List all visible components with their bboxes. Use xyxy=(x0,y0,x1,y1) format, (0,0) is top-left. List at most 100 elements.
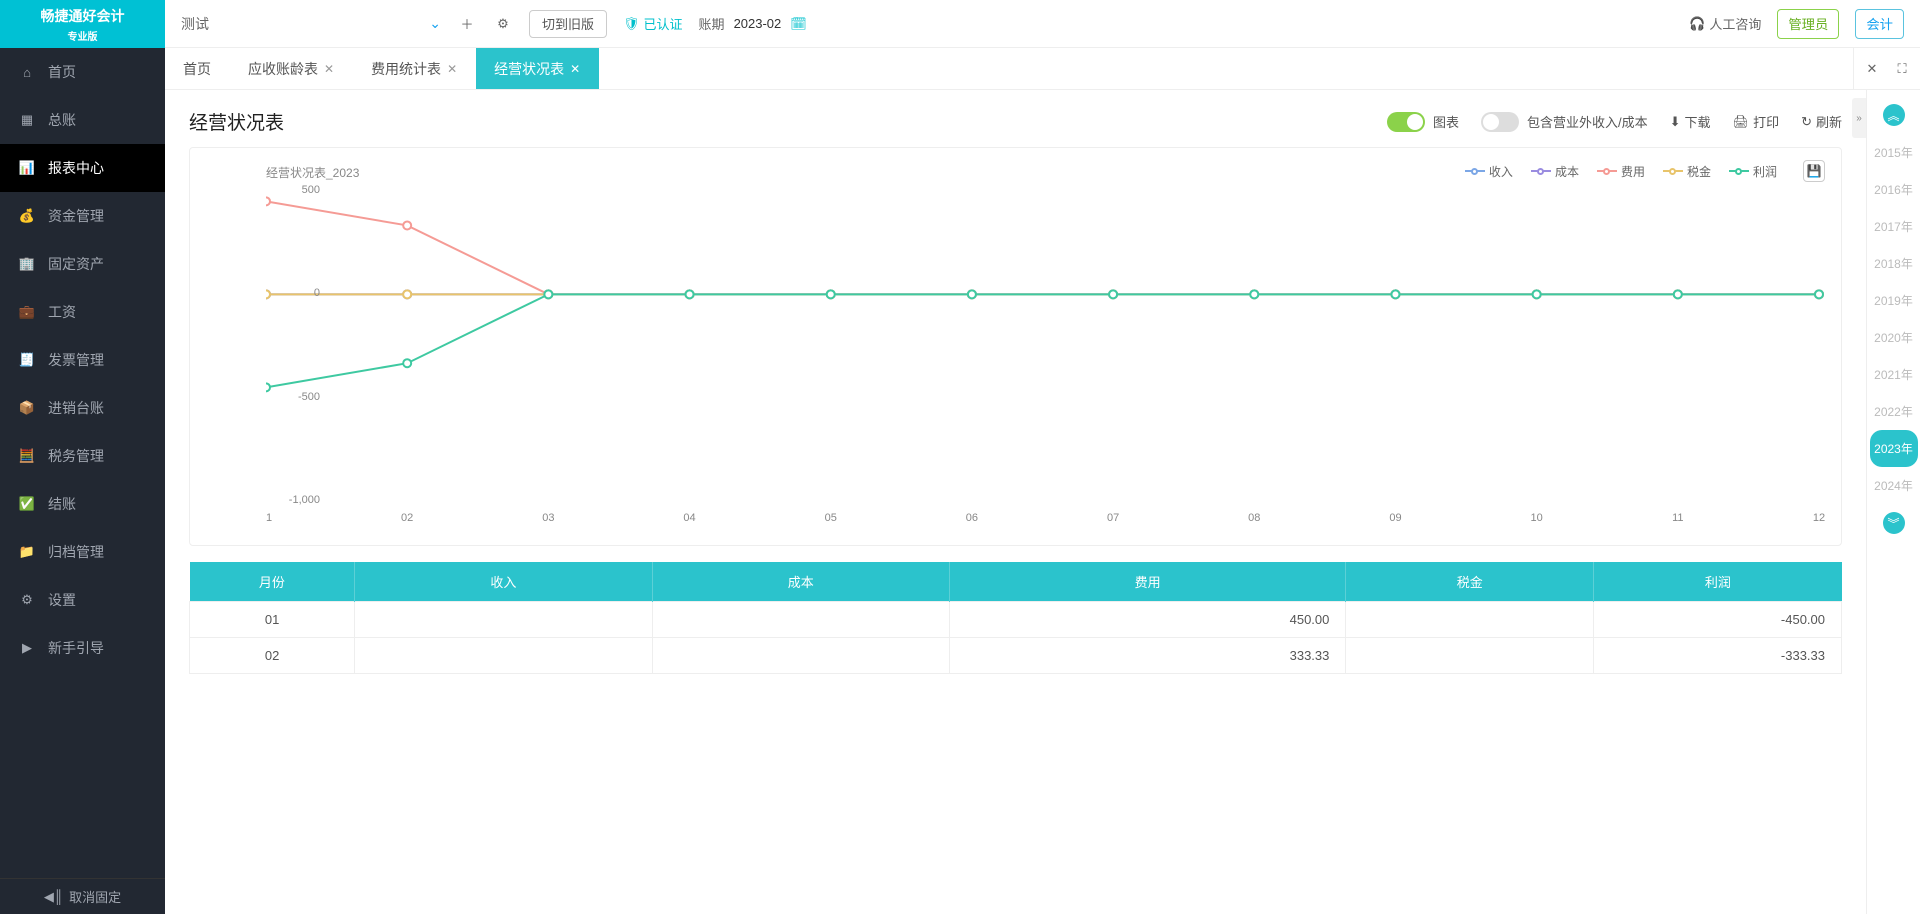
svg-text:06: 06 xyxy=(966,512,978,524)
rail-up-icon[interactable]: ︽ xyxy=(1883,104,1905,126)
logo: 畅捷通好会计 专业版 xyxy=(0,0,165,48)
tab-label: 费用统计表 xyxy=(371,59,441,79)
consult-link[interactable]: 🎧 人工咨询 xyxy=(1689,14,1761,33)
year-item[interactable]: 2016年 xyxy=(1870,171,1918,208)
table-cell: 02 xyxy=(190,638,355,674)
year-item[interactable]: 2015年 xyxy=(1870,134,1918,171)
fullscreen-icon[interactable]: ⛶ xyxy=(1892,59,1912,79)
report-header: 经营状况表 图表 包含营业外收入/成本 ⬇ 下载 xyxy=(189,108,1842,135)
logo-subtitle: 专业版 xyxy=(68,28,98,43)
toggle-chart[interactable] xyxy=(1387,112,1425,132)
legend-item[interactable]: 利润 xyxy=(1729,163,1777,180)
tab[interactable]: 经营状况表✕ xyxy=(476,48,599,89)
svg-text:10: 10 xyxy=(1531,512,1543,524)
year-item[interactable]: 2021年 xyxy=(1870,356,1918,393)
switch-version-button[interactable]: 切到旧版 xyxy=(529,10,607,38)
year-rail: ︽ 2015年2016年2017年2018年2019年2020年2021年202… xyxy=(1866,90,1920,914)
sidebar-item-label: 总账 xyxy=(48,110,76,130)
sidebar-item-archive[interactable]: 📁 归档管理 xyxy=(0,528,165,576)
close-icon[interactable]: ✕ xyxy=(570,62,580,76)
svg-text:01: 01 xyxy=(266,512,272,524)
legend-item[interactable]: 成本 xyxy=(1531,163,1579,180)
sidebar-item-money[interactable]: 💰 资金管理 xyxy=(0,192,165,240)
year-item[interactable]: 2019年 xyxy=(1870,282,1918,319)
legend-item[interactable]: 费用 xyxy=(1597,163,1645,180)
table-header: 成本 xyxy=(652,562,949,602)
tab[interactable]: 费用统计表 ✕ xyxy=(353,48,476,89)
calendar-icon[interactable]: 🗓 xyxy=(790,16,807,32)
gear-icon[interactable]: ⚙ xyxy=(493,14,513,34)
svg-text:07: 07 xyxy=(1107,512,1119,524)
legend-label: 成本 xyxy=(1555,163,1579,180)
sidebar: 畅捷通好会计 专业版 ⌂首页 ▦ 总账 📊报表中心 💰 资金管理 🏢固定资产💼工资🧾发票管理… xyxy=(0,0,165,914)
y-tick-label: -1,000 xyxy=(276,494,320,506)
year-item[interactable]: 2018年 xyxy=(1870,245,1918,282)
add-icon[interactable]: ＋ xyxy=(457,14,477,34)
table-cell xyxy=(652,602,949,638)
sidebar-item-asset[interactable]: 🏢固定资产 xyxy=(0,240,165,288)
sidebar-item-label: 新手引导 xyxy=(48,638,104,658)
save-chart-icon[interactable]: 💾 xyxy=(1803,160,1825,182)
legend-label: 费用 xyxy=(1621,163,1645,180)
year-item[interactable]: 2020年 xyxy=(1870,319,1918,356)
legend-marker xyxy=(1531,167,1551,175)
sidebar-item-stock[interactable]: 📦进销台账 xyxy=(0,384,165,432)
role-button[interactable]: 会计 xyxy=(1855,9,1904,39)
tab-close-icon[interactable]: ✕ xyxy=(1862,59,1882,79)
nav: ⌂首页 ▦ 总账 📊报表中心 💰 资金管理 🏢固定资产💼工资🧾发票管理📦进销台账🧮税务管理✅… xyxy=(0,48,165,878)
table-cell: -450.00 xyxy=(1594,602,1842,638)
company-selector[interactable]: 测试 ⌄ xyxy=(181,14,441,34)
consult-label: 人工咨询 xyxy=(1709,14,1761,33)
archive-icon: 📁 xyxy=(18,543,36,561)
rail-down-icon[interactable]: ︾ xyxy=(1883,512,1905,534)
sidebar-item-ledger[interactable]: ▦ 总账 xyxy=(0,96,165,144)
sidebar-item-home[interactable]: ⌂首页 xyxy=(0,48,165,96)
sidebar-item-label: 资金管理 xyxy=(48,206,104,226)
verified-label: 已认证 xyxy=(644,14,683,33)
sidebar-item-tax[interactable]: 🧮税务管理 xyxy=(0,432,165,480)
download-button[interactable]: ⬇ 下载 xyxy=(1670,112,1711,131)
year-item[interactable]: 2024年 xyxy=(1870,467,1918,504)
tab[interactable]: 首页 xyxy=(165,48,230,89)
admin-button[interactable]: 管理员 xyxy=(1777,9,1839,39)
table-row: 02333.33-333.33 xyxy=(190,638,1842,674)
close-icon[interactable]: ✕ xyxy=(447,62,457,76)
sidebar-item-guide[interactable]: ▶新手引导 xyxy=(0,624,165,672)
legend-item[interactable]: 收入 xyxy=(1465,163,1513,180)
print-button[interactable]: 🖨 打印 xyxy=(1733,112,1780,131)
sidebar-item-gear[interactable]: ⚙设置 xyxy=(0,576,165,624)
table-cell: 450.00 xyxy=(949,602,1345,638)
sidebar-item-close-period[interactable]: ✅结账 xyxy=(0,480,165,528)
year-item[interactable]: 2022年 xyxy=(1870,393,1918,430)
sidebar-item-salary[interactable]: 💼工资 xyxy=(0,288,165,336)
sidebar-item-invoice[interactable]: 🧾发票管理 xyxy=(0,336,165,384)
toggle-extra[interactable] xyxy=(1481,112,1519,132)
svg-text:03: 03 xyxy=(542,512,554,524)
period: 账期 2023-02 🗓 xyxy=(699,14,807,33)
panel-collapse-icon[interactable]: » xyxy=(1852,98,1866,138)
sidebar-item-label: 设置 xyxy=(48,590,76,610)
ledger-icon: ▦ xyxy=(18,111,36,129)
table-header: 费用 xyxy=(949,562,1345,602)
main: 测试 ⌄ ＋ ⚙ 切到旧版 🛡 已认证 账期 2023-02 🗓 🎧 人工咨询 … xyxy=(165,0,1920,914)
close-icon[interactable]: ✕ xyxy=(324,62,334,76)
year-item[interactable]: 2017年 xyxy=(1870,208,1918,245)
sidebar-item-label: 首页 xyxy=(48,62,76,82)
asset-icon: 🏢 xyxy=(18,255,36,273)
legend-label: 利润 xyxy=(1753,163,1777,180)
refresh-button[interactable]: ↻ 刷新 xyxy=(1801,112,1842,131)
tab[interactable]: 应收账龄表✕ xyxy=(230,48,353,89)
logo-title: 畅捷通好会计 xyxy=(41,6,125,26)
year-item[interactable]: 2023年 xyxy=(1870,430,1918,467)
legend-item[interactable]: 税金 xyxy=(1663,163,1711,180)
sidebar-item-chart[interactable]: 📊报表中心 xyxy=(0,144,165,192)
shield-icon: 🛡 xyxy=(623,16,640,32)
legend-marker xyxy=(1663,167,1683,175)
tabs: 首页应收账龄表✕费用统计表✕经营状况表✕ ✕ ⛶ xyxy=(165,48,1920,90)
verified-badge[interactable]: 🛡 已认证 xyxy=(623,14,683,33)
sidebar-pin-toggle[interactable]: ◀║ 取消固定 xyxy=(0,878,165,914)
svg-text:05: 05 xyxy=(825,512,837,524)
table-header: 利润 xyxy=(1594,562,1842,602)
money-icon: 💰 xyxy=(18,207,36,225)
sidebar-item-label: 归档管理 xyxy=(48,542,104,562)
